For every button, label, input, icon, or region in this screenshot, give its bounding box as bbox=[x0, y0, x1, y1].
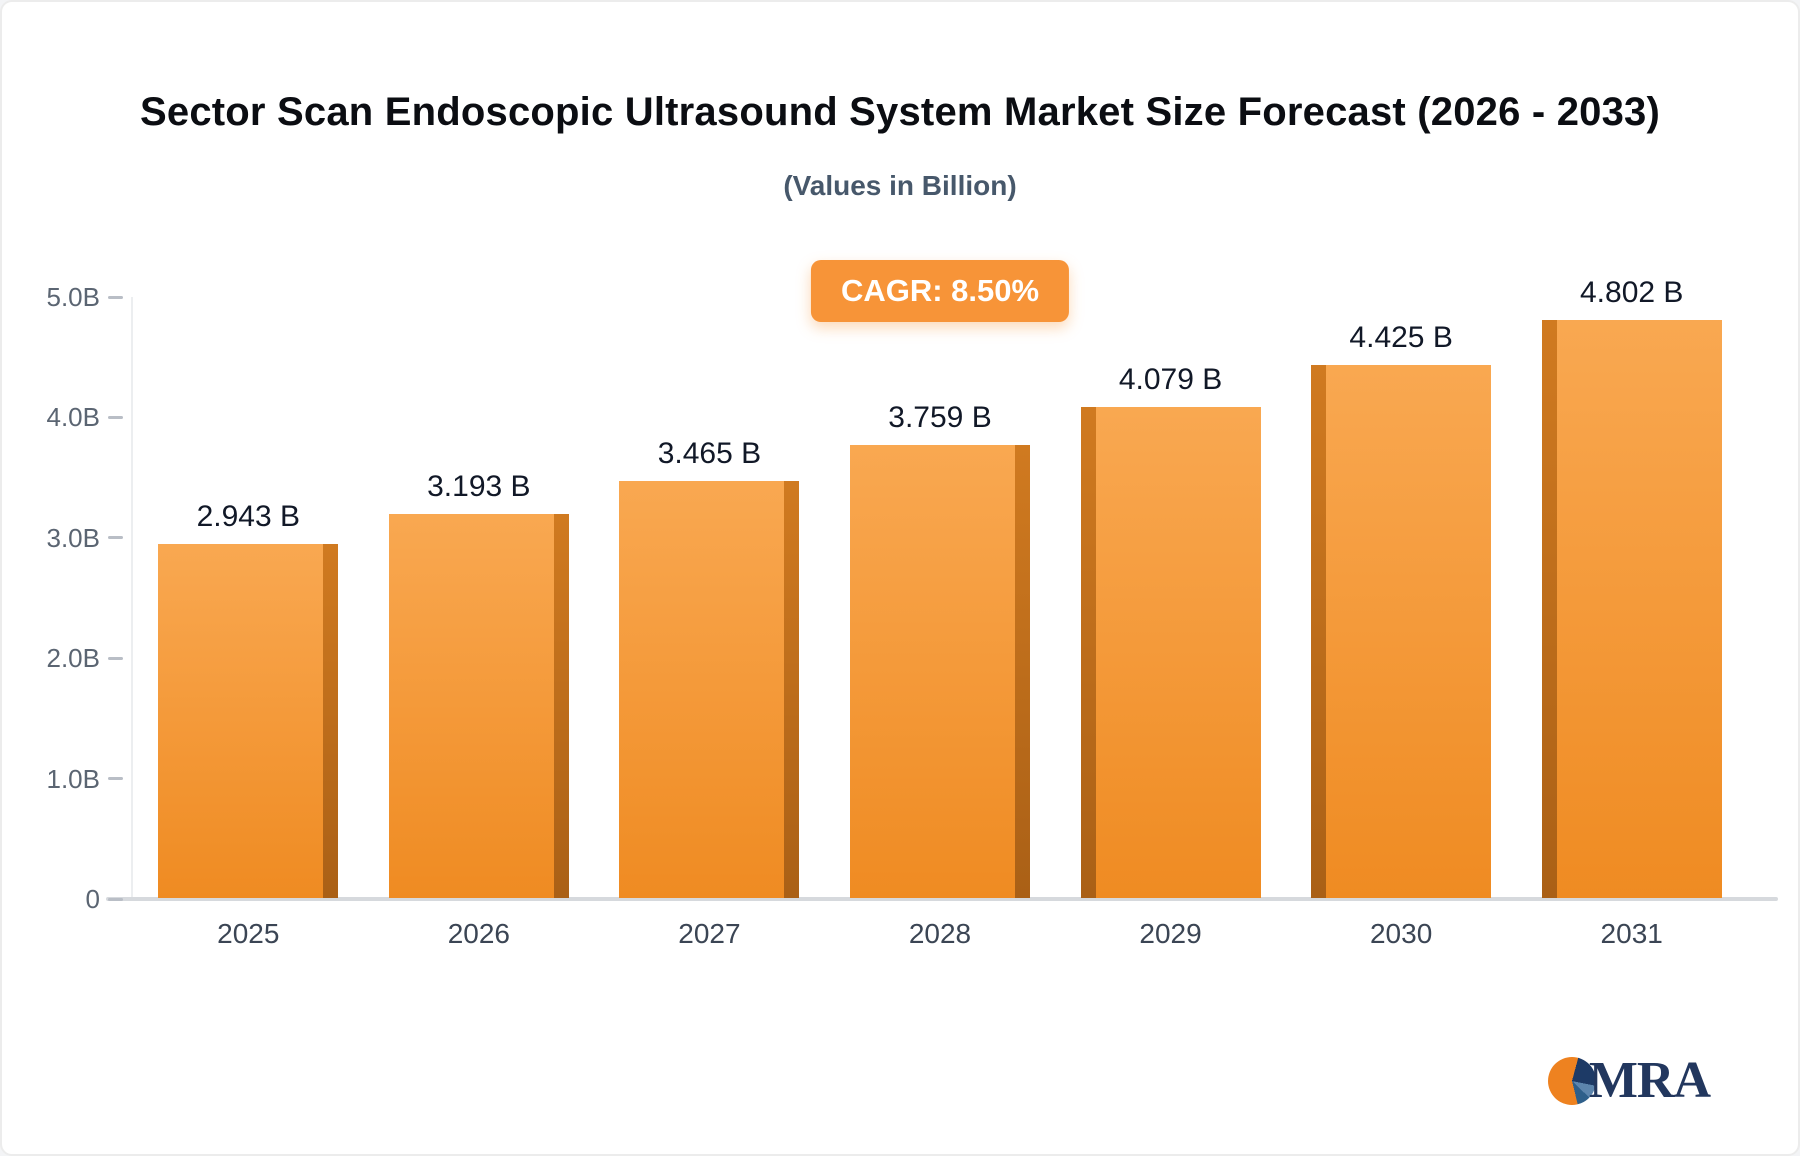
bar-value-label-2030: 4.425 B bbox=[1349, 321, 1453, 355]
logo-text: MRA bbox=[1588, 1052, 1711, 1109]
bar-2031 bbox=[1541, 319, 1722, 898]
bar-value-label-2028: 3.759 B bbox=[888, 401, 992, 435]
y-tick-label-3_0B: 3.0B bbox=[46, 522, 101, 553]
bar-value-label-2029: 4.079 B bbox=[1118, 362, 1223, 396]
bar-shadow-edge-2029 bbox=[1080, 406, 1096, 898]
bar-2026 bbox=[388, 513, 569, 898]
x-tick-label-2029: 2029 bbox=[1139, 918, 1202, 949]
bar-2025 bbox=[158, 543, 339, 898]
y-axis-line bbox=[131, 297, 133, 899]
y-tick-mark-4 bbox=[108, 777, 123, 781]
bar-shadow-edge-2026 bbox=[553, 513, 569, 898]
y-tick-label-5_0B: 5.0B bbox=[46, 282, 101, 312]
bar-value-label-2025: 2.943 B bbox=[196, 499, 300, 533]
y-tick-label-0: 0 bbox=[85, 884, 100, 914]
cagr-badge: CAGR: 8.50% bbox=[810, 260, 1070, 322]
bar-shadow-edge-2030 bbox=[1311, 365, 1327, 898]
bar-value-label-2027: 3.465 B bbox=[657, 436, 762, 470]
bar-2027 bbox=[619, 480, 800, 898]
y-tick-mark-1 bbox=[108, 415, 123, 419]
bar-2028 bbox=[850, 445, 1030, 898]
y-tick-mark-3 bbox=[108, 656, 123, 660]
bar-shadow-edge-2025 bbox=[323, 543, 339, 898]
bar-2030 bbox=[1311, 365, 1492, 898]
x-tick-label-2027: 2027 bbox=[678, 918, 741, 949]
bar-value-label-2031: 4.802 B bbox=[1579, 275, 1684, 309]
y-tick-label-1_0B: 1.0B bbox=[46, 763, 101, 794]
y-tick-label-4_0B: 4.0B bbox=[46, 402, 101, 433]
brand-logo: MRA bbox=[1547, 1051, 1711, 1110]
x-axis-line bbox=[106, 897, 1778, 901]
logo-pie-icon bbox=[1547, 1056, 1596, 1105]
bar-2029 bbox=[1080, 406, 1261, 898]
chart-subtitle: (Values in Billion) bbox=[783, 170, 1017, 201]
bar-value-label-2026: 3.193 B bbox=[427, 469, 531, 503]
bar-shadow-edge-2031 bbox=[1541, 319, 1557, 898]
x-tick-label-2031: 2031 bbox=[1600, 918, 1663, 949]
bar-shadow-edge-2027 bbox=[784, 480, 800, 898]
x-tick-label-2025: 2025 bbox=[217, 918, 280, 949]
x-tick-label-2026: 2026 bbox=[447, 918, 510, 949]
y-tick-mark-0 bbox=[108, 295, 123, 299]
y-tick-mark-2 bbox=[108, 536, 123, 540]
y-tick-label-2_0B: 2.0B bbox=[46, 643, 101, 674]
x-tick-label-2028: 2028 bbox=[908, 918, 972, 949]
y-tick-mark-5 bbox=[108, 897, 123, 901]
bar-shadow-edge-2028 bbox=[1015, 445, 1030, 898]
chart-title: Sector Scan Endoscopic Ultrasound System… bbox=[140, 90, 1660, 134]
x-tick-label-2030: 2030 bbox=[1369, 918, 1433, 949]
